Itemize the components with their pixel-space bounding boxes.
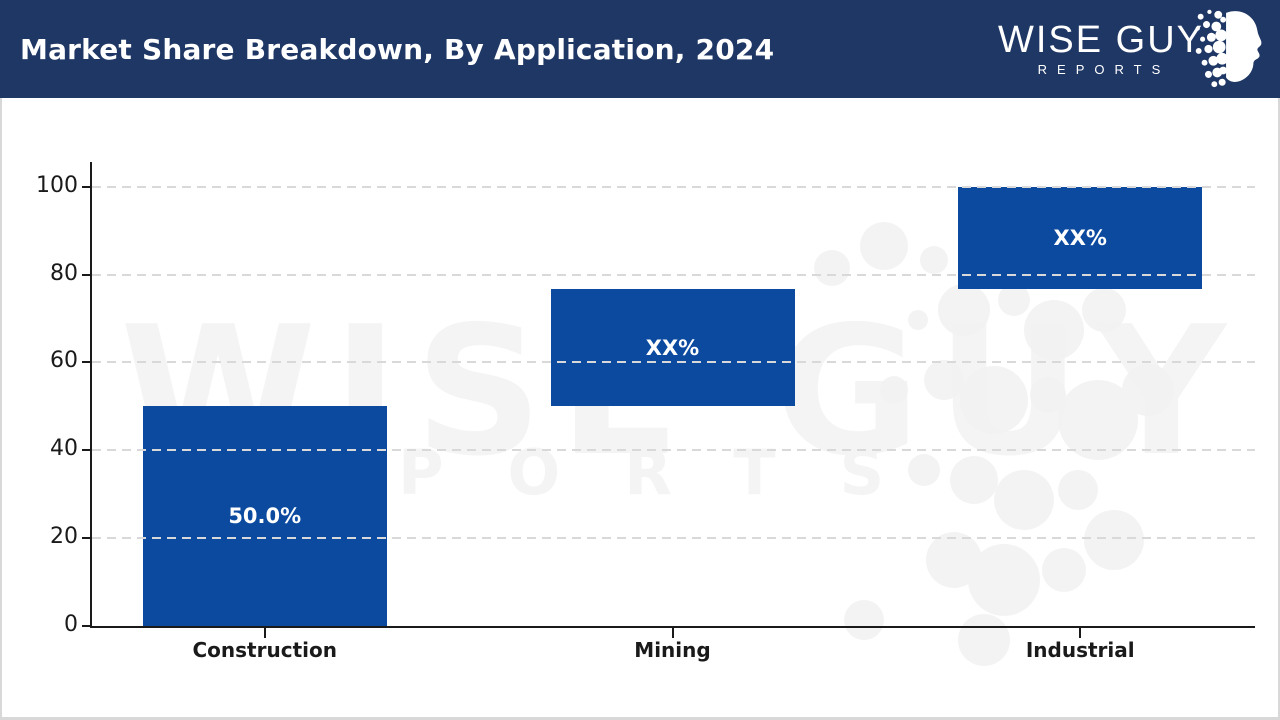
y-tick-mark-40: [82, 449, 90, 452]
gridline-80: [92, 273, 1255, 276]
y-tick-mark-0: [82, 625, 90, 627]
x-tick-label-mining: Mining: [634, 638, 711, 662]
x-axis: [90, 626, 1255, 628]
bar-construction: 50.0%: [142, 406, 387, 626]
logo-wordmark: WISE GUY REPORTS: [998, 21, 1204, 77]
x-tick-mark-mining: [671, 628, 674, 638]
gridline-60: [92, 361, 1255, 364]
logo-text-wiseguy: WISE GUY: [997, 19, 1204, 61]
y-tick-label-100: 100: [36, 172, 78, 198]
logo-text-reports: REPORTS: [1037, 62, 1171, 77]
bar-value-label: 50.0%: [228, 504, 302, 529]
y-tick-label-80: 80: [50, 260, 78, 286]
y-tick-mark-60: [82, 361, 90, 364]
logo-face-icon: [1195, 9, 1262, 88]
x-tick-label-construction: Construction: [192, 638, 337, 662]
gridline-20: [92, 537, 1255, 540]
gridline-100: [92, 185, 1255, 188]
chart-area: WISE GUY REPORTS 0 20 40 60 80 100 50.: [2, 98, 1278, 715]
y-tick-label-40: 40: [50, 436, 78, 462]
y-axis: [90, 162, 92, 628]
header: Market Share Breakdown, By Application, …: [0, 0, 1280, 98]
y-tick-mark-80: [82, 273, 90, 276]
bar-mining: XX%: [550, 289, 795, 407]
bar-industrial: XX%: [958, 186, 1203, 290]
y-tick-label-20: 20: [50, 524, 78, 550]
y-tick-label-60: 60: [50, 348, 78, 374]
wise-guy-logo: WISE GUY REPORTS: [998, 0, 1266, 98]
y-tick-mark-20: [82, 537, 90, 540]
bar-value-label: XX%: [645, 335, 700, 360]
y-tick-mark-100: [82, 185, 90, 188]
y-tick-label-0: 0: [64, 612, 78, 637]
page-title: Market Share Breakdown, By Application, …: [20, 32, 775, 66]
gridline-40: [92, 449, 1255, 452]
x-tick-mark-industrial: [1079, 628, 1082, 638]
x-tick-mark-construction: [263, 628, 266, 638]
x-tick-label-industrial: Industrial: [1025, 638, 1135, 662]
bar-value-label: XX%: [1053, 225, 1107, 250]
